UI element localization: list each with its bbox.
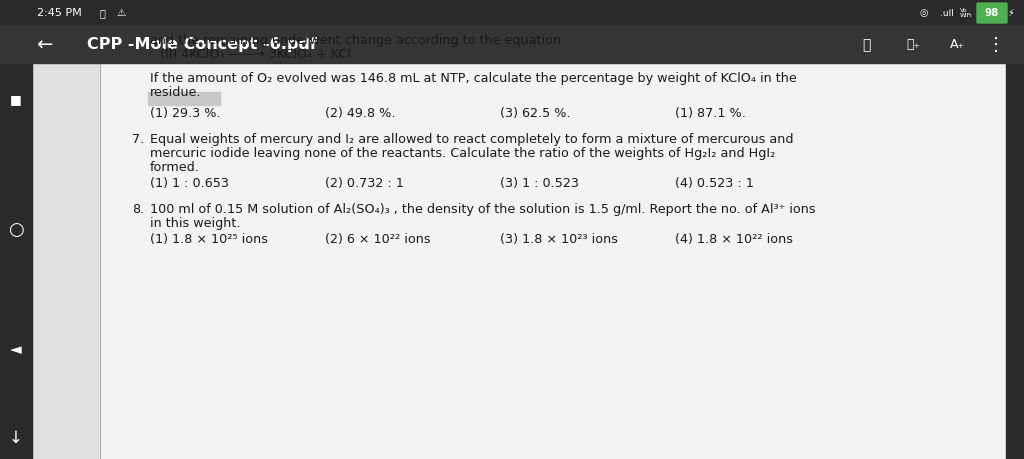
Text: ○: ○ [8,220,24,239]
Bar [0,0,32,459]
Bar [148,93,220,106]
Text: 8.: 8. [132,202,144,216]
Text: A₊: A₊ [950,39,966,51]
Bar [1006,0,1024,459]
Text: (3) 1 : 0.523: (3) 1 : 0.523 [500,177,579,190]
Text: If the amount of O₂ evolved was 146.8 mL at NTP, calculate the percentage by wei: If the amount of O₂ evolved was 146.8 mL… [150,72,797,85]
Text: Ⓐ₊: Ⓐ₊ [906,39,921,51]
Text: 7.: 7. [132,133,144,146]
Text: 🔍: 🔍 [862,38,870,52]
Text: mercuric iodide leaving none of the reactants. Calculate the ratio of the weight: mercuric iodide leaving none of the reac… [150,147,775,160]
Text: ⚡: ⚡ [1007,8,1014,18]
Text: and the remaining underwent change according to the equation: and the remaining underwent change accor… [150,34,561,47]
Text: in this weight.: in this weight. [150,217,241,230]
Text: (1) 1 : 0.653: (1) 1 : 0.653 [150,177,229,190]
Text: (1) 1.8 × 10²⁵ ions: (1) 1.8 × 10²⁵ ions [150,233,268,246]
Text: ◎: ◎ [920,8,929,18]
Bar [0,26,1024,64]
Text: ⚠: ⚠ [116,8,125,18]
Text: (3) 62.5 %.: (3) 62.5 %. [500,107,570,120]
Text: ◄: ◄ [10,342,22,357]
Text: (1) 29.3 %.: (1) 29.3 %. [150,107,220,120]
Text: 6.: 6. [127,12,139,25]
Text: Ⓟ: Ⓟ [100,8,105,18]
Text: 100 ml of 0.15 M solution of Al₂(SO₄)₃ , the density of the solution is 1.5 g/ml: 100 ml of 0.15 M solution of Al₂(SO₄)₃ ,… [150,202,816,216]
Bar [0,0,1024,26]
Text: (1) 87.1 %.: (1) 87.1 %. [675,107,745,120]
Text: Equal weights of mercury and I₂ are allowed to react completely to form a mixtur: Equal weights of mercury and I₂ are allo… [150,133,794,146]
Text: ★: ★ [981,8,988,17]
Text: equation.: equation. [150,26,211,39]
Text: g sample of KClO₃ was heated under such conditions that a part of it decomposed : g sample of KClO₃ was heated under such … [150,12,783,25]
Text: ⋮: ⋮ [987,36,1005,54]
Text: (2) 0.732 : 1: (2) 0.732 : 1 [325,177,403,190]
Text: residue.: residue. [150,86,202,99]
Text: 2:45 PM: 2:45 PM [37,8,82,18]
Text: (3) 1.8 × 10²³ ions: (3) 1.8 × 10²³ ions [500,233,618,246]
Text: formed.: formed. [150,161,200,174]
Text: .ull: .ull [940,8,954,17]
Text: Vo
WiFi: Vo WiFi [961,8,973,18]
Text: CPP -Mole Concept -6.pdf: CPP -Mole Concept -6.pdf [87,38,316,52]
Text: (4) 0.523 : 1: (4) 0.523 : 1 [675,177,754,190]
Text: (ll) 4KClO₃ ——→ 3KClO₄ + KCl: (ll) 4KClO₃ ——→ 3KClO₄ + KCl [160,48,351,61]
Bar [100,0,1006,459]
Text: ←: ← [36,35,52,54]
Text: 98: 98 [985,8,999,18]
FancyBboxPatch shape [977,4,1007,24]
Text: ↓: ↓ [9,428,23,446]
Text: (2) 6 × 10²² ions: (2) 6 × 10²² ions [325,233,431,246]
Text: (2) 49.8 %.: (2) 49.8 %. [325,107,395,120]
Text: (4) 1.8 × 10²² ions: (4) 1.8 × 10²² ions [675,233,793,246]
Text: ■: ■ [10,93,22,106]
